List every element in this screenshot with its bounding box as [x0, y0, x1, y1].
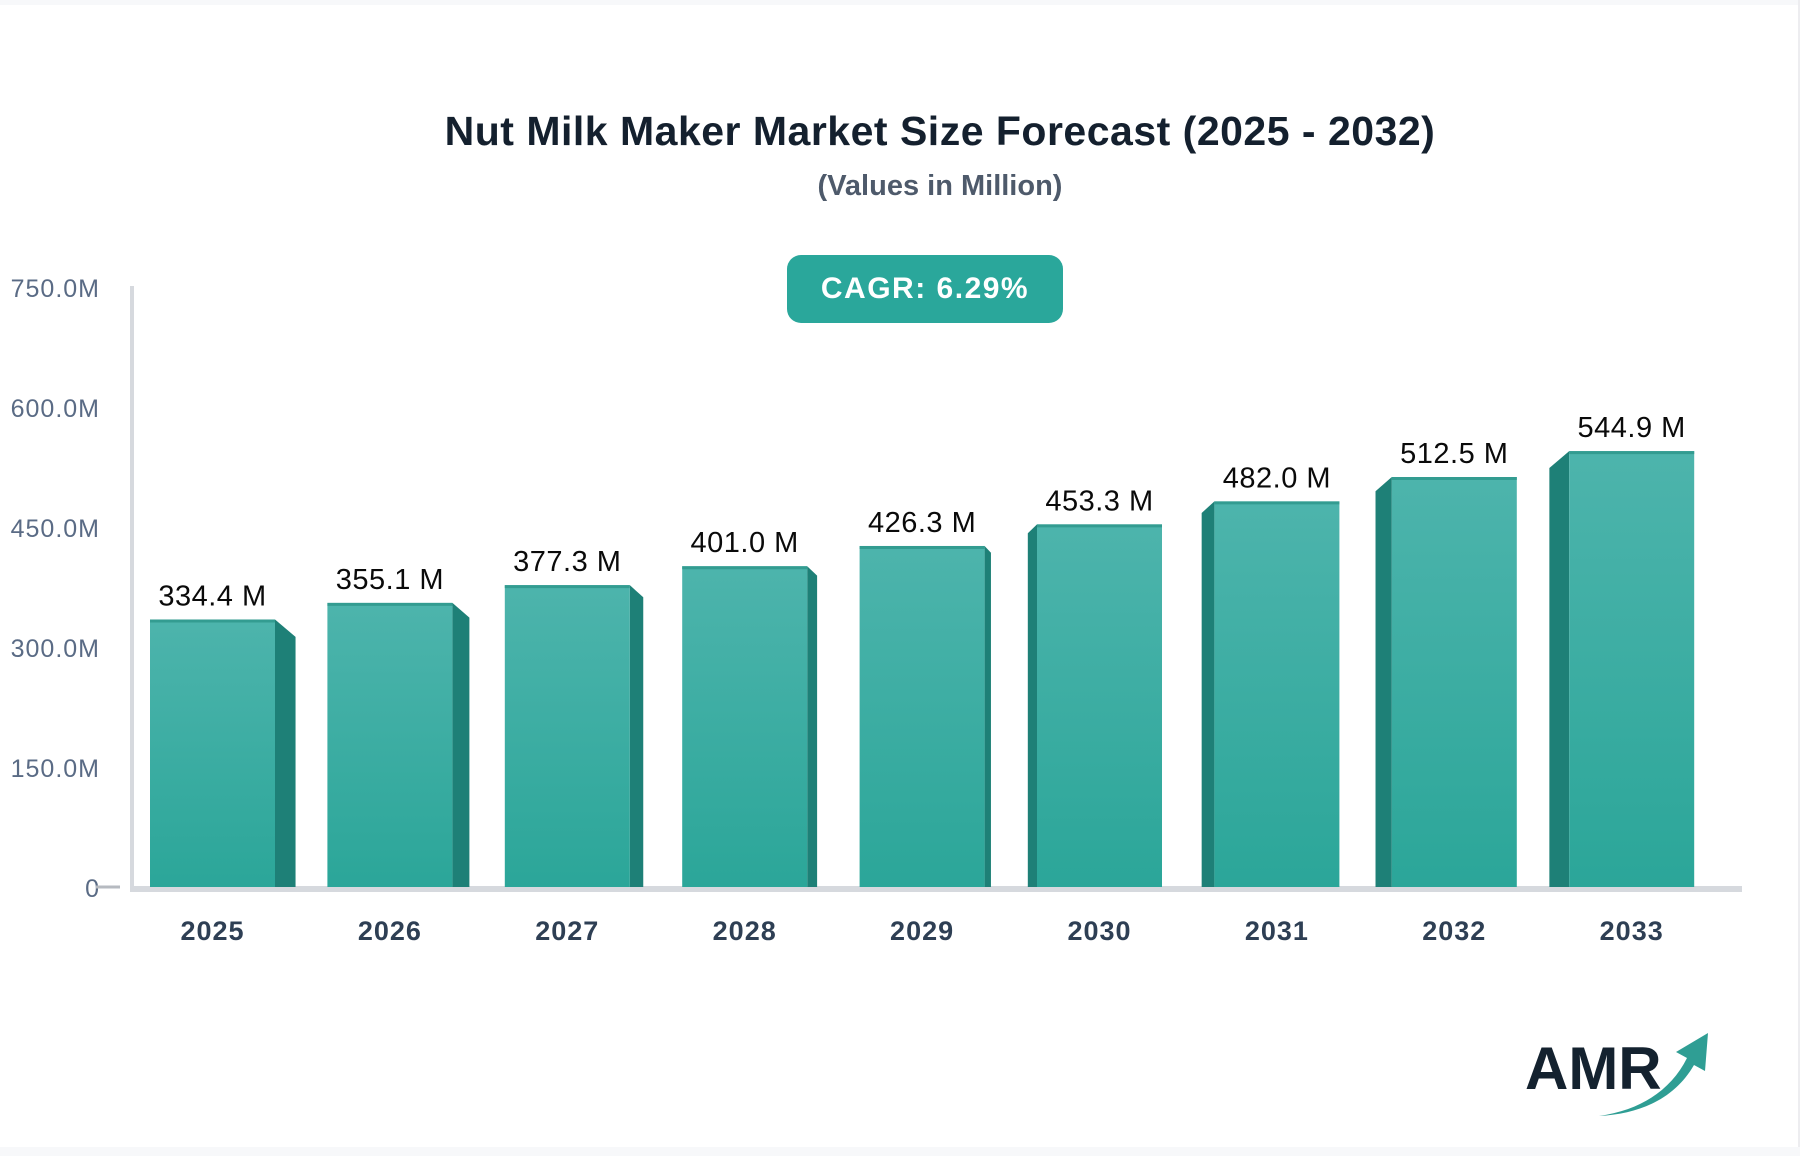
bar-value-label: 334.4 M — [158, 580, 266, 612]
y-tick-label: 150.0M — [11, 755, 100, 783]
bar-front-face — [682, 566, 808, 887]
bar-side-face — [1027, 524, 1037, 887]
x-category-label: 2033 — [1600, 916, 1664, 946]
bar-front-face — [327, 602, 453, 887]
x-category-label: 2027 — [535, 916, 599, 946]
amr-logo-text: AMR — [1525, 1035, 1662, 1102]
bar-side-face — [1201, 501, 1215, 887]
cagr-badge: CAGR: 6.29% — [787, 255, 1063, 323]
x-category-label: 2030 — [1067, 916, 1131, 946]
bar-side-face — [452, 602, 470, 887]
bar-2031: 482.0 M 2031 — [1201, 462, 1340, 946]
x-category-label: 2026 — [358, 916, 422, 946]
bar-2025: 334.4 M 2025 — [150, 580, 296, 946]
bar-side-face — [984, 545, 991, 887]
chart-subtitle: (Values in Million) — [817, 170, 1063, 202]
bar-side-face — [629, 585, 644, 887]
y-tick-label: 600.0M — [11, 395, 100, 423]
bar-value-label: 482.0 M — [1223, 462, 1331, 494]
x-category-label: 2031 — [1245, 916, 1309, 946]
bar-value-label: 401.0 M — [691, 527, 799, 559]
bar-2028: 401.0 M 2028 — [682, 527, 818, 946]
bar-front-face — [1037, 524, 1162, 887]
y-tick-label: 0 — [85, 875, 100, 903]
bar-front-face — [504, 585, 630, 887]
y-tick-label: 750.0M — [11, 275, 100, 303]
bar-2026: 355.1 M 2026 — [327, 564, 470, 946]
y-tick-label: 450.0M — [11, 515, 100, 543]
bar-2030: 453.3 M 2030 — [1027, 485, 1162, 946]
bar-2033: 544.9 M 2033 — [1549, 412, 1695, 946]
bar-2032: 512.5 M 2032 — [1375, 438, 1517, 946]
bar-side-face — [275, 619, 296, 887]
y-tick-label: 300.0M — [11, 635, 100, 663]
bar-side-face — [807, 566, 818, 887]
page-top-strip — [0, 0, 1800, 5]
growth-arrow-icon — [1599, 1033, 1708, 1116]
bar-2027: 377.3 M 2027 — [504, 546, 644, 946]
bar-2029: 426.3 M 2029 — [859, 507, 991, 946]
x-category-label: 2029 — [890, 916, 954, 946]
bar-value-label: 355.1 M — [336, 564, 444, 596]
x-category-label: 2032 — [1422, 916, 1486, 946]
bar-front-face — [1391, 477, 1517, 887]
bar-front-face — [1214, 501, 1340, 887]
bar-value-label: 453.3 M — [1045, 485, 1153, 517]
bar-value-label: 426.3 M — [868, 507, 976, 539]
bar-front-face — [859, 545, 985, 887]
x-category-label: 2025 — [180, 916, 244, 946]
x-category-label: 2028 — [713, 916, 777, 946]
bar-side-face — [1375, 477, 1392, 887]
bar-side-face — [1549, 451, 1570, 887]
bar-front-face — [150, 619, 275, 887]
bar-front-face — [1569, 451, 1695, 887]
bar-value-label: 544.9 M — [1578, 412, 1686, 444]
page-bottom-strip — [0, 1147, 1800, 1156]
bar-value-label: 377.3 M — [513, 546, 621, 578]
chart-title: Nut Milk Maker Market Size Forecast (202… — [444, 108, 1436, 154]
page-right-edge — [1798, 0, 1800, 1156]
bar-value-label: 512.5 M — [1400, 438, 1508, 470]
amr-logo: AMR — [1525, 1028, 1708, 1118]
